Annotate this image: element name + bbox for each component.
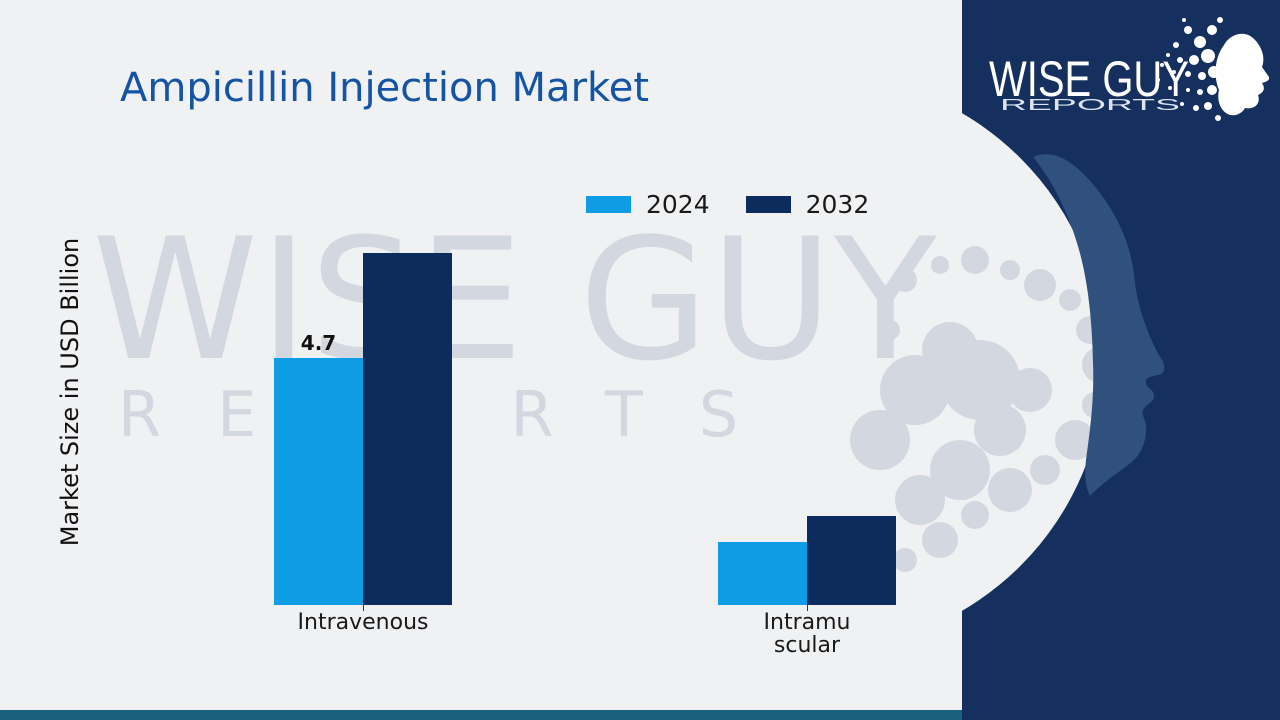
brand-panel: WISE GUY REPORTS [962, 0, 1280, 720]
logo-dot [1215, 115, 1221, 121]
legend-item-2032: 2032 [745, 190, 870, 219]
logo-dot [1184, 26, 1192, 34]
bar-2032-intramuscular [807, 516, 896, 605]
watermark-dot [880, 320, 900, 340]
logo-reports-text: REPORTS [1000, 97, 1180, 114]
logo-dot [1201, 49, 1215, 63]
logo-dot [1180, 102, 1184, 106]
logo-dot [1217, 17, 1223, 23]
watermark-dot [880, 355, 950, 425]
watermark-dot [1030, 455, 1060, 485]
watermark-dot [1059, 289, 1081, 311]
logo-dot [1173, 42, 1179, 48]
logo-dot [1182, 18, 1186, 22]
legend-item-2024: 2024 [586, 190, 710, 219]
watermark-wiseguy-text: WISE GUY [92, 202, 938, 398]
logo-dot [1204, 102, 1212, 110]
logo-dot [1198, 72, 1206, 80]
watermark-dot [895, 475, 945, 525]
logo-dot [1160, 63, 1164, 67]
legend-swatch-2032 [745, 196, 791, 213]
logo-dot [1177, 57, 1183, 63]
logo-brand-text: WISE GUY [989, 51, 1189, 107]
logo-dot [1207, 25, 1217, 35]
legend: 2024 2032 [586, 190, 869, 219]
watermark-dot [893, 268, 917, 292]
watermark-dot [940, 340, 1020, 420]
logo-dot [1168, 86, 1172, 90]
bar-2032-intravenous [363, 253, 452, 605]
logo-dot [1194, 36, 1206, 48]
legend-label-2024: 2024 [646, 190, 710, 219]
logo-face-icon [1215, 33, 1270, 116]
footer-accent-bar [0, 710, 962, 720]
watermark-dot [1000, 260, 1020, 280]
logo-dot [1185, 71, 1191, 77]
watermark-dot [988, 468, 1032, 512]
watermark-dot [930, 440, 990, 500]
watermark-dot [961, 501, 989, 529]
watermark-dot [922, 522, 958, 558]
watermark-dot [931, 256, 949, 274]
logo-dot [1186, 88, 1190, 92]
watermark-dot [850, 410, 910, 470]
head-silhouette [1033, 154, 1165, 496]
logo-dot [1207, 85, 1217, 95]
logo-dot [1189, 55, 1199, 65]
x-tick-label-intravenous: Intravenous [297, 610, 429, 635]
watermark-dot [1024, 269, 1056, 301]
legend-swatch-2024 [586, 196, 631, 213]
logo-dot [1172, 70, 1176, 74]
watermark-dot [893, 548, 917, 572]
x-axis-tick [807, 605, 808, 611]
wise-guy-reports-logo: WISE GUY REPORTS [989, 17, 1270, 121]
logo-dot [1193, 105, 1199, 111]
watermark-dot [961, 246, 989, 274]
bar-value-label: 4.7 [300, 331, 337, 355]
logo-dot [1197, 89, 1203, 95]
chart-title: Ampicillin Injection Market [120, 64, 650, 111]
x-axis-tick [363, 605, 364, 611]
logo-dot [1156, 78, 1160, 82]
bar-2024-intravenous [274, 358, 363, 605]
bar-2024-intramuscular [718, 542, 807, 605]
x-tick-label-intramuscular: Intramu scular [763, 610, 851, 658]
logo-dot [1166, 53, 1170, 57]
watermark-dot [1055, 420, 1095, 460]
legend-label-2032: 2032 [805, 190, 870, 219]
